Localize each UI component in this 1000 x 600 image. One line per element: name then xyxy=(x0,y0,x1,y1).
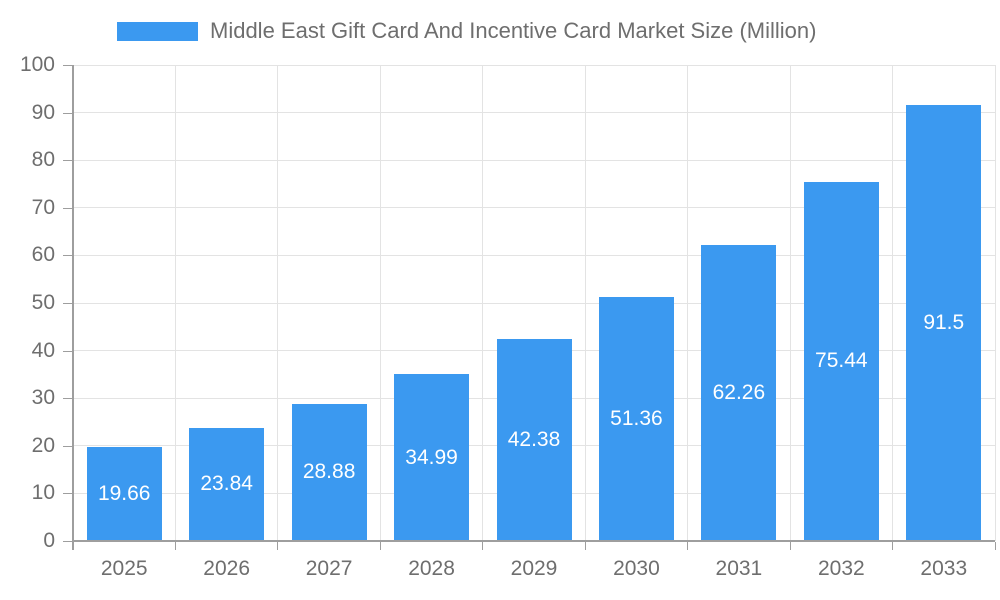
gridline-horizontal xyxy=(73,207,995,209)
y-axis-tick xyxy=(63,112,72,114)
bar[interactable] xyxy=(394,374,470,541)
y-axis-label: 40 xyxy=(31,338,55,362)
bar[interactable] xyxy=(86,447,162,541)
gridline-horizontal xyxy=(73,254,995,256)
x-axis-label: 2028 xyxy=(408,557,455,580)
gridline-horizontal xyxy=(73,159,995,161)
y-axis-tick xyxy=(63,398,72,400)
x-axis-label: 2027 xyxy=(305,557,353,580)
x-axis-tick xyxy=(379,542,381,550)
gridline-horizontal xyxy=(73,302,995,304)
y-axis-tick xyxy=(63,541,72,542)
plot-area: 19.66 23.84 28.88 34.99 42.38 51.36 62.26 75.44… xyxy=(73,64,996,541)
y-axis-label: 70 xyxy=(31,195,55,219)
gridline-vertical xyxy=(584,65,586,541)
y-axis-label: 100 xyxy=(19,53,55,76)
y-axis-line xyxy=(72,65,74,550)
bar-value-label: 75.44 xyxy=(815,349,868,373)
x-axis-label: 2026 xyxy=(203,557,251,580)
y-axis-label: 10 xyxy=(31,481,55,505)
x-axis-tick xyxy=(584,542,586,550)
y-axis-label: 50 xyxy=(31,291,55,314)
x-axis-label: 2030 xyxy=(613,557,660,580)
y-axis-tick xyxy=(63,445,72,447)
bar-value-label: 23.84 xyxy=(200,472,253,496)
y-axis-tick xyxy=(63,493,72,495)
bar[interactable] xyxy=(906,105,982,541)
x-axis-tick xyxy=(687,542,689,550)
legend[interactable]: Middle East Gift Card And Incentive Card… xyxy=(117,18,816,44)
gridline-horizontal xyxy=(73,112,995,114)
y-axis-tick xyxy=(63,350,72,352)
x-axis-tick xyxy=(789,542,791,550)
bar[interactable] xyxy=(496,339,572,541)
gridline-vertical xyxy=(379,65,381,541)
gridline-vertical xyxy=(994,65,996,541)
bar[interactable] xyxy=(803,181,879,541)
gridline-vertical xyxy=(789,65,791,541)
gridline-vertical xyxy=(174,65,176,541)
x-axis-tick xyxy=(994,542,996,550)
y-axis-tick xyxy=(63,303,72,304)
bar[interactable] xyxy=(701,244,777,541)
x-axis-label: 2031 xyxy=(715,557,763,580)
bar-value-label: 28.88 xyxy=(302,460,356,484)
bar[interactable] xyxy=(291,403,367,541)
y-axis-label: 30 xyxy=(31,386,55,410)
x-axis-line xyxy=(72,540,995,542)
x-axis-tick xyxy=(482,542,484,550)
y-axis-tick xyxy=(63,255,72,257)
y-axis-label: 20 xyxy=(31,433,55,457)
bar-value-label: 34.99 xyxy=(405,445,458,469)
gridline-vertical xyxy=(892,65,894,541)
y-axis-label: 0 xyxy=(43,529,55,552)
x-axis-label: 2025 xyxy=(100,557,148,580)
x-axis-tick xyxy=(174,542,176,550)
y-axis-tick xyxy=(63,207,72,209)
y-axis-label: 90 xyxy=(31,100,55,124)
bar-value-label: 91.5 xyxy=(923,311,965,335)
x-axis-label: 2029 xyxy=(510,557,558,580)
bar-value-label: 51.36 xyxy=(610,406,663,430)
legend-swatch-icon[interactable] xyxy=(117,21,198,41)
bar-value-label: 62.26 xyxy=(712,380,766,404)
x-axis-tick xyxy=(277,542,279,550)
gridline-vertical xyxy=(277,65,279,541)
x-axis-tick xyxy=(892,542,894,550)
bar[interactable] xyxy=(598,296,674,541)
gridline-vertical xyxy=(482,65,484,541)
gridline-horizontal xyxy=(73,64,995,66)
bar-value-label: 42.38 xyxy=(507,428,561,452)
bar[interactable] xyxy=(189,427,265,541)
y-axis-label: 80 xyxy=(31,148,55,172)
bar-value-label: 19.66 xyxy=(97,482,151,506)
gridline-vertical xyxy=(687,65,689,541)
y-axis-tick xyxy=(63,160,72,162)
y-axis-tick xyxy=(63,65,72,66)
legend-label[interactable]: Middle East Gift Card And Incentive Card… xyxy=(210,18,817,43)
x-axis-label: 2033 xyxy=(920,557,968,580)
y-axis-label: 60 xyxy=(31,243,55,267)
x-axis-label: 2032 xyxy=(817,557,865,580)
